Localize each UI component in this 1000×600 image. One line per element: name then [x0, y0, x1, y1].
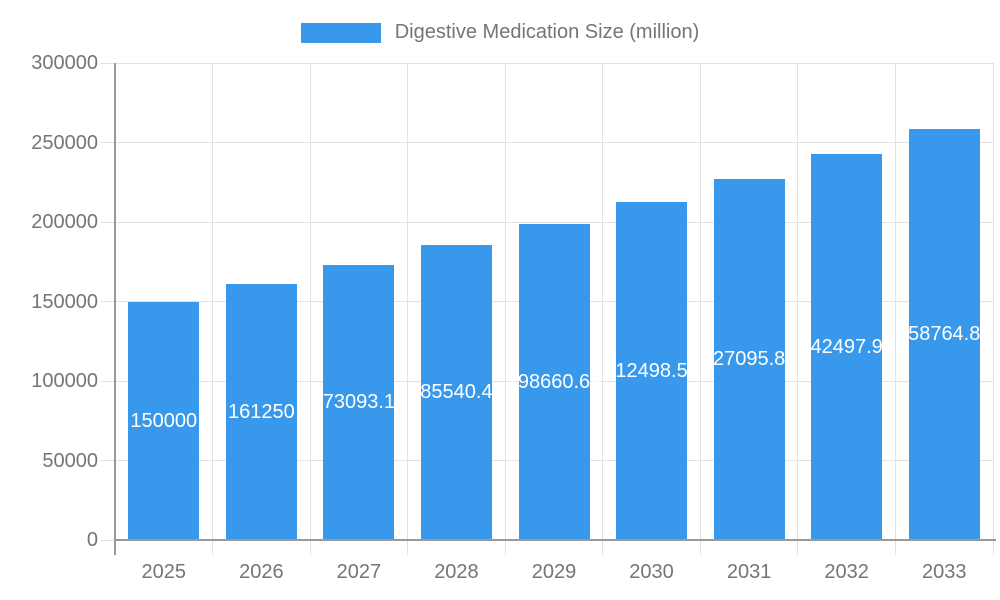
bar-value-label: 185540.45 — [409, 381, 504, 404]
plot-area: 150000 2025 161250 2026 173093.13 2027 185540.… — [100, 62, 996, 583]
bar-2030[interactable] — [616, 202, 688, 540]
bar-value-label: 150000 — [130, 409, 198, 432]
y-axis-tick — [100, 380, 115, 382]
y-axis-line — [114, 63, 116, 555]
x-axis-tick-label: 2026 — [239, 561, 284, 583]
x-gridline — [797, 63, 799, 555]
bar-2028[interactable] — [420, 244, 492, 540]
y-axis-tick-label: 300000 — [31, 52, 98, 74]
legend-swatch-icon — [300, 22, 381, 43]
y-axis-tick-label: 0 — [86, 529, 98, 551]
y-axis-tick — [100, 460, 115, 461]
bar-value-label: 161250 — [227, 400, 295, 423]
x-axis-tick-label: 2028 — [434, 561, 479, 583]
y-axis-tick — [100, 62, 115, 64]
x-axis-tick-label: 2031 — [726, 561, 772, 583]
x-gridline — [407, 63, 409, 555]
x-gridline — [992, 63, 994, 555]
x-gridline — [699, 63, 701, 555]
x-gridline — [309, 63, 311, 555]
y-axis-tick — [100, 221, 115, 223]
x-axis-tick-label: 2033 — [921, 561, 967, 583]
x-gridline — [602, 63, 604, 555]
bar-value-label: 198660.69 — [506, 371, 602, 394]
bar-2033[interactable] — [908, 128, 980, 540]
chart-legend[interactable]: Digestive Medication Size (million) — [0, 21, 1000, 44]
y-gridline — [115, 62, 993, 64]
x-gridline — [504, 63, 506, 555]
y-axis-tick-label: 50000 — [42, 449, 98, 472]
y-axis-tick — [100, 142, 115, 143]
x-gridline — [212, 63, 214, 555]
x-axis-tick-label: 2029 — [531, 561, 577, 583]
y-axis-tick-label: 100000 — [31, 370, 98, 392]
y-axis-tick — [100, 301, 115, 302]
x-axis-line — [114, 539, 996, 541]
x-axis-tick-label: 2025 — [141, 561, 187, 583]
bar-2026[interactable] — [225, 283, 297, 540]
bar-value-label: 212498.51 — [604, 360, 699, 383]
x-axis-tick-label: 2027 — [336, 561, 382, 583]
bar-2031[interactable] — [713, 178, 785, 540]
x-axis-tick-label: 2032 — [824, 561, 869, 583]
bar-2029[interactable] — [518, 224, 590, 540]
bar-2025[interactable] — [128, 301, 200, 540]
y-axis-tick-label: 250000 — [31, 131, 98, 154]
bar-2027[interactable] — [323, 264, 395, 540]
bar-2032[interactable] — [811, 154, 883, 540]
x-gridline — [894, 63, 896, 555]
y-axis-tick-label: 200000 — [31, 211, 98, 233]
bar-value-label: 227095.88 — [701, 348, 797, 371]
bar-value-label: 242497.94 — [799, 336, 894, 359]
legend-label: Digestive Medication Size (million) — [394, 21, 700, 43]
bar-value-label: 258764.89 — [896, 323, 992, 346]
y-gridline — [115, 221, 993, 223]
x-axis-tick-label: 2030 — [629, 561, 674, 583]
y-axis-tick — [100, 539, 115, 541]
y-axis-tick-label: 150000 — [31, 290, 98, 313]
y-gridline — [115, 142, 993, 143]
bar-value-label: 173093.13 — [311, 391, 407, 414]
